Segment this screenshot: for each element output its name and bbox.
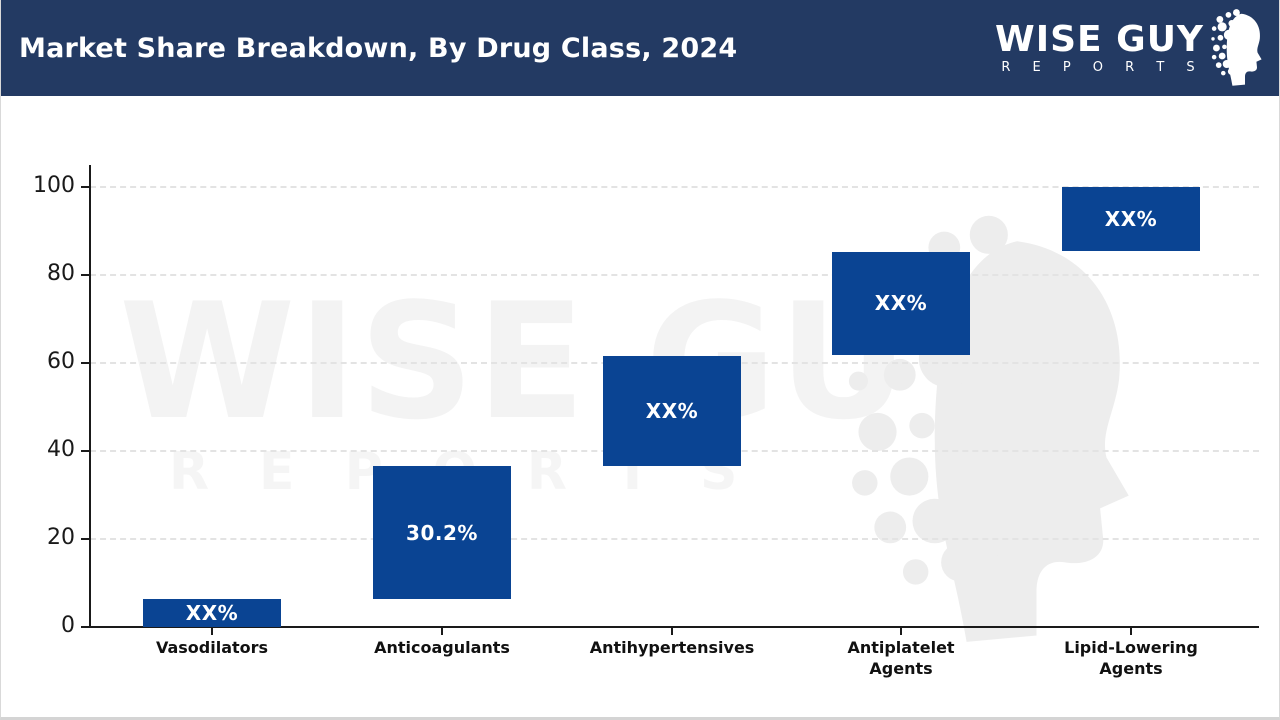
bar-segment: XX% [143,599,281,627]
bar-segment: 30.2% [373,466,511,600]
y-axis-spine [89,165,91,628]
y-tick-label-0: 0 [61,613,75,638]
x-tick-1 [441,628,443,635]
gridline-20 [90,538,1259,540]
bar-segment: XX% [603,356,741,467]
y-tick-label-60: 60 [47,349,75,374]
bar-value-label: XX% [185,601,239,626]
x-tick-2 [671,628,673,635]
y-tick-80 [81,274,90,276]
brand-logo: WISE GUY R E P O R T S [994,8,1279,88]
x-category-label: Anticoagulants [374,638,510,657]
y-tick-label-40: 40 [47,437,75,462]
x-axis-spine [89,626,1259,628]
bar-value-label: XX% [645,399,699,424]
y-tick-label-20: 20 [47,525,75,550]
bar-segment: XX% [1062,187,1200,251]
y-tick-20 [81,538,90,540]
chart-title: Market Share Breakdown, By Drug Class, 2… [19,32,738,64]
x-category-label: Antiplatelet Agents [847,638,955,678]
bar-value-label: 30.2% [406,520,478,545]
x-tick-0 [211,628,213,635]
x-category-label: Lipid-Lowering Agents [1064,638,1198,678]
y-tick-label-100: 100 [33,173,75,198]
y-tick-40 [81,450,90,452]
x-tick-3 [900,628,902,635]
y-tick-label-80: 80 [47,261,75,286]
bar-value-label: XX% [1104,206,1158,231]
header-band: Market Share Breakdown, By Drug Class, 2… [1,0,1279,96]
brand-name: WISE GUY [994,18,1204,60]
y-tick-0 [81,626,90,628]
gridline-100 [90,186,1259,188]
x-category-label: Antihypertensives [589,638,755,657]
x-tick-4 [1130,628,1132,635]
brand-wordmark: WISE GUY R E P O R T S [994,18,1204,76]
gridline-80 [90,274,1259,276]
x-category-label: Vasodilators [155,638,269,657]
bar-value-label: XX% [874,291,928,316]
y-tick-60 [81,362,90,364]
bar-segment: XX% [832,251,970,356]
dotted-head-icon [1211,9,1262,86]
y-tick-100 [81,186,90,188]
brand-subtitle: R E P O R T S [1001,60,1204,76]
